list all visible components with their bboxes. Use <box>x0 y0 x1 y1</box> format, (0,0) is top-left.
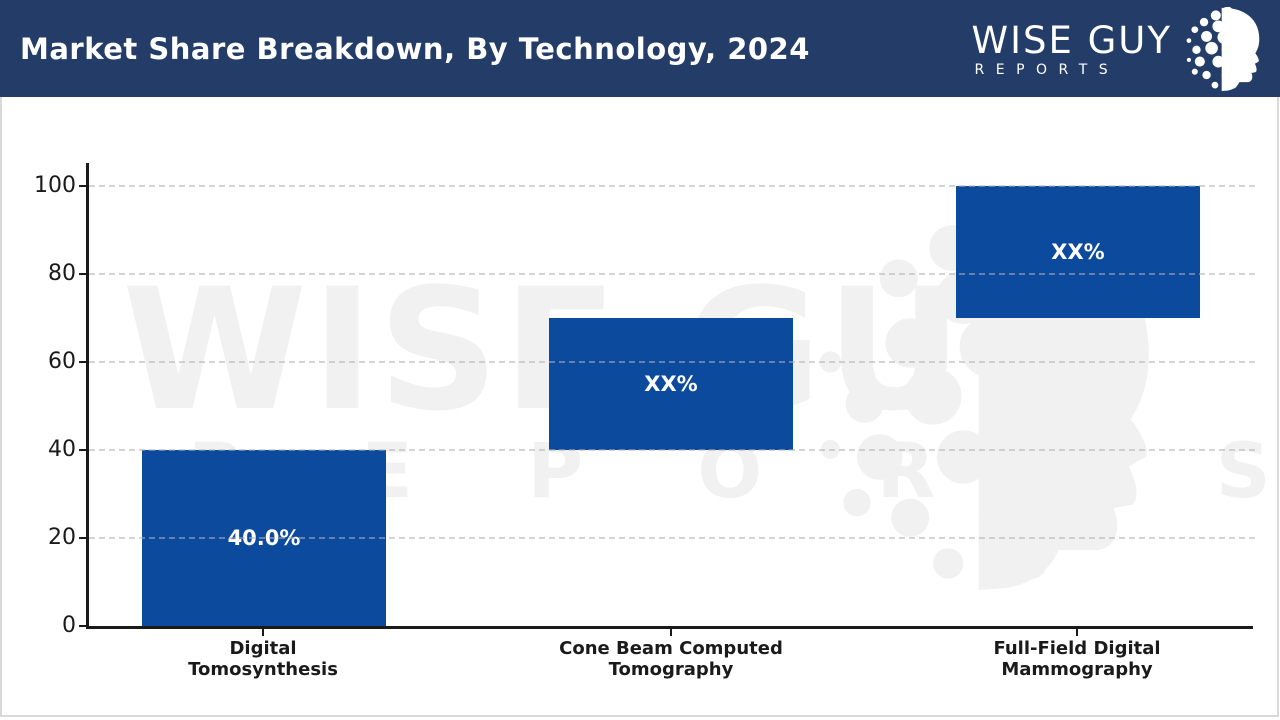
logo-wordmark-sub: REPORTS <box>974 61 1120 78</box>
gridline-60 <box>89 361 1255 363</box>
gridline-20 <box>89 537 1255 539</box>
header-bar: Market Share Breakdown, By Technology, 2… <box>0 0 1280 97</box>
y-tick-label: 20 <box>48 525 76 550</box>
gridline-40 <box>89 449 1255 451</box>
x-axis-line <box>86 626 1253 629</box>
x-label-line: Tomography <box>608 659 734 680</box>
y-tick <box>79 185 86 187</box>
x-label-line: Mammography <box>1001 659 1153 680</box>
wiseguy-logo: WISE GUY REPORTS <box>972 6 1266 92</box>
x-label-line: Digital <box>229 638 297 659</box>
bar-value-label: XX% <box>644 372 698 396</box>
logo-wordmark-main: WISE GUY <box>971 18 1172 62</box>
y-tick <box>79 537 86 539</box>
bar-cone-beam-computed-tomography: XX% <box>549 318 793 450</box>
chart-title: Market Share Breakdown, By Technology, 2… <box>20 31 810 66</box>
x-label-line: Tomosynthesis <box>188 659 338 680</box>
bar-full-field-digital-mammography: XX% <box>956 186 1200 318</box>
y-tick <box>79 625 86 627</box>
y-tick-label: 100 <box>34 173 76 198</box>
x-axis-label-digital-tomosynthesis: Digital Tomosynthesis <box>73 638 453 680</box>
logo-wordmark: WISE GUY REPORTS <box>971 18 1172 78</box>
x-label-line: Full-Field Digital <box>993 638 1161 659</box>
y-tick-label: 60 <box>48 349 76 374</box>
x-tick <box>1076 629 1078 636</box>
x-axis-label-full-field-digital-mammography: Full-Field Digital Mammography <box>887 638 1267 680</box>
y-axis-line <box>86 163 89 628</box>
y-tick <box>79 449 86 451</box>
x-label-line: Cone Beam Computed <box>559 638 783 659</box>
y-tick <box>79 361 86 363</box>
bar-value-label: XX% <box>1051 240 1105 264</box>
wiseguy-head-icon <box>1174 7 1266 91</box>
y-tick <box>79 273 86 275</box>
gridline-80 <box>89 273 1255 275</box>
gridline-100 <box>89 185 1255 187</box>
y-tick-label: 0 <box>62 613 76 638</box>
y-tick-label: 80 <box>48 261 76 286</box>
x-tick <box>262 629 264 636</box>
x-tick <box>670 629 672 636</box>
y-tick-label: 40 <box>48 437 76 462</box>
x-axis-label-cone-beam-computed-tomography: Cone Beam Computed Tomography <box>481 638 861 680</box>
